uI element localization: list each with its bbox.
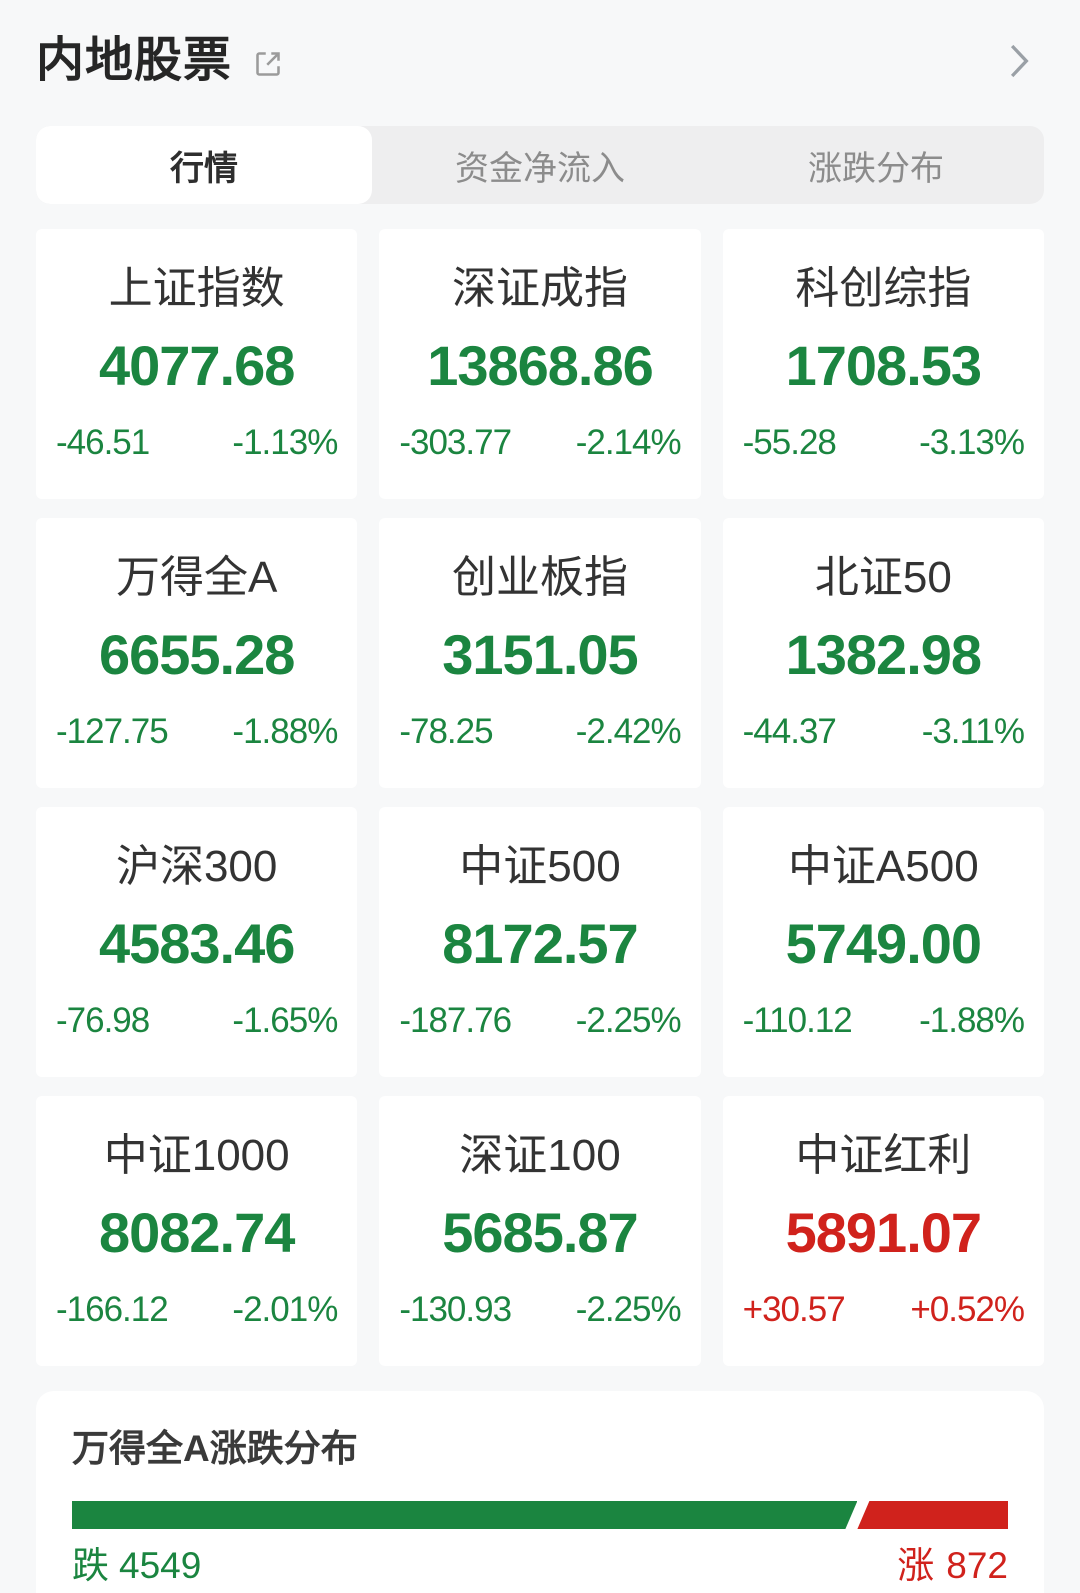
index-card[interactable]: 北证50 1382.98 -44.37 -3.11%	[722, 518, 1044, 788]
index-card[interactable]: 中证红利 5891.07 +30.57 +0.52%	[722, 1096, 1044, 1366]
index-name: 中证红利	[795, 1131, 972, 1180]
index-grid: 上证指数 4077.68 -46.51 -1.13% 深证成指 13868.86…	[36, 229, 1044, 1366]
index-card[interactable]: 创业板指 3151.05 -78.25 -2.42%	[379, 518, 701, 788]
index-change-row: -127.75 -1.88%	[36, 710, 357, 754]
index-card[interactable]: 中证A500 5749.00 -110.12 -1.88%	[722, 807, 1044, 1077]
index-change-pct: -2.01%	[232, 1290, 338, 1329]
index-change: -76.98	[56, 1001, 150, 1040]
decliners-label-text: 跌	[72, 1545, 109, 1586]
tab-quotes[interactable]: 行情	[36, 126, 372, 204]
index-name: 深证成指	[451, 264, 628, 313]
index-change-row: -46.51 -1.13%	[36, 421, 357, 465]
index-change-row: -166.12 -2.01%	[36, 1288, 357, 1332]
distribution-labels: 跌 4549 涨 872	[72, 1543, 1008, 1589]
external-link-icon[interactable]	[250, 46, 286, 82]
advancers-bar-segment	[857, 1501, 1008, 1529]
index-change-pct: -2.25%	[575, 1001, 682, 1040]
index-change: -127.75	[56, 712, 169, 751]
distribution-card: 万得全A涨跌分布 跌 4549 涨 872	[36, 1391, 1044, 1593]
distribution-bar	[72, 1501, 1008, 1529]
widget-header: 内地股票	[0, 0, 1080, 92]
tab-label: 行情	[170, 149, 238, 188]
index-value: 3151.05	[442, 623, 638, 686]
tab-net-inflow[interactable]: 资金净流入	[372, 126, 708, 204]
index-card[interactable]: 深证成指 13868.86 -303.77 -2.14%	[379, 229, 701, 499]
index-change-row: -55.28 -3.13%	[723, 421, 1044, 465]
index-change-pct: -1.65%	[232, 1001, 338, 1040]
index-name: 北证50	[814, 553, 952, 602]
decliners-bar-segment	[72, 1501, 857, 1529]
tab-distribution[interactable]: 涨跌分布	[708, 126, 1044, 204]
index-value: 1382.98	[785, 623, 982, 686]
index-value: 13868.86	[427, 334, 654, 397]
index-change-pct: -2.14%	[575, 423, 682, 462]
index-change-row: -44.37 -3.11%	[723, 710, 1044, 754]
index-change-row: -76.98 -1.65%	[36, 999, 357, 1043]
index-value: 4077.68	[98, 334, 295, 397]
index-change: -166.12	[56, 1290, 169, 1329]
index-value: 1708.53	[785, 334, 982, 397]
tab-label: 资金净流入	[455, 149, 625, 188]
index-change: +30.57	[742, 1290, 846, 1329]
index-change-row: -78.25 -2.42%	[379, 710, 700, 754]
index-change-pct: +0.52%	[910, 1290, 1025, 1329]
decliners-label: 跌 4549	[72, 1543, 201, 1589]
index-change-pct: -1.88%	[919, 1001, 1025, 1040]
index-card[interactable]: 科创综指 1708.53 -55.28 -3.13%	[722, 229, 1044, 499]
index-card[interactable]: 沪深300 4583.46 -76.98 -1.65%	[36, 807, 358, 1077]
index-value: 5891.07	[785, 1201, 982, 1264]
index-name: 沪深300	[115, 842, 278, 891]
chevron-right-icon[interactable]	[998, 39, 1038, 83]
index-name: 科创综指	[795, 264, 972, 313]
index-card[interactable]: 中证500 8172.57 -187.76 -2.25%	[379, 807, 701, 1077]
index-change-pct: -1.13%	[232, 423, 338, 462]
index-change-pct: -2.25%	[575, 1290, 682, 1329]
index-change: -110.12	[742, 1001, 853, 1040]
index-value: 6655.28	[98, 623, 295, 686]
index-change: -187.76	[399, 1001, 512, 1040]
decliners-count: 4549	[119, 1545, 202, 1586]
index-change-pct: -3.13%	[919, 423, 1025, 462]
advancers-label-text: 涨	[897, 1545, 935, 1586]
index-value: 8082.74	[98, 1201, 295, 1264]
index-card[interactable]: 万得全A 6655.28 -127.75 -1.88%	[36, 518, 358, 788]
index-change: -130.93	[399, 1290, 512, 1329]
index-change-row: +30.57 +0.52%	[723, 1288, 1044, 1332]
index-change: -78.25	[399, 712, 493, 751]
index-value: 5749.00	[785, 912, 982, 975]
index-value: 4583.46	[98, 912, 295, 975]
page-title: 内地股票	[36, 34, 233, 87]
advancers-label: 涨 872	[897, 1543, 1008, 1589]
index-change: -303.77	[399, 423, 512, 462]
distribution-title: 万得全A涨跌分布	[72, 1428, 358, 1469]
index-change-row: -110.12 -1.88%	[723, 999, 1044, 1043]
index-change: -44.37	[742, 712, 837, 751]
tab-label: 涨跌分布	[808, 149, 944, 188]
index-name: 上证指数	[108, 264, 285, 313]
index-change-row: -303.77 -2.14%	[379, 421, 700, 465]
index-change-pct: -1.88%	[232, 712, 338, 751]
index-name: 中证1000	[103, 1131, 290, 1180]
index-change-pct: -2.42%	[575, 712, 682, 751]
index-name: 万得全A	[115, 553, 278, 602]
advancers-count: 872	[946, 1545, 1008, 1586]
index-card[interactable]: 上证指数 4077.68 -46.51 -1.13%	[36, 229, 358, 499]
index-name: 中证500	[459, 842, 621, 891]
index-change-row: -187.76 -2.25%	[379, 999, 700, 1043]
index-name: 创业板指	[451, 553, 628, 602]
index-value: 5685.87	[442, 1201, 638, 1264]
index-name: 中证A500	[787, 842, 979, 891]
index-card[interactable]: 中证1000 8082.74 -166.12 -2.01%	[36, 1096, 358, 1366]
index-change: -55.28	[742, 423, 837, 462]
index-card[interactable]: 深证100 5685.87 -130.93 -2.25%	[379, 1096, 701, 1366]
index-value: 8172.57	[442, 912, 638, 975]
index-name: 深证100	[459, 1131, 621, 1180]
index-change-row: -130.93 -2.25%	[379, 1288, 700, 1332]
tab-bar: 行情 资金净流入 涨跌分布	[36, 126, 1044, 204]
index-change: -46.51	[56, 423, 150, 462]
index-change-pct: -3.11%	[921, 712, 1025, 751]
